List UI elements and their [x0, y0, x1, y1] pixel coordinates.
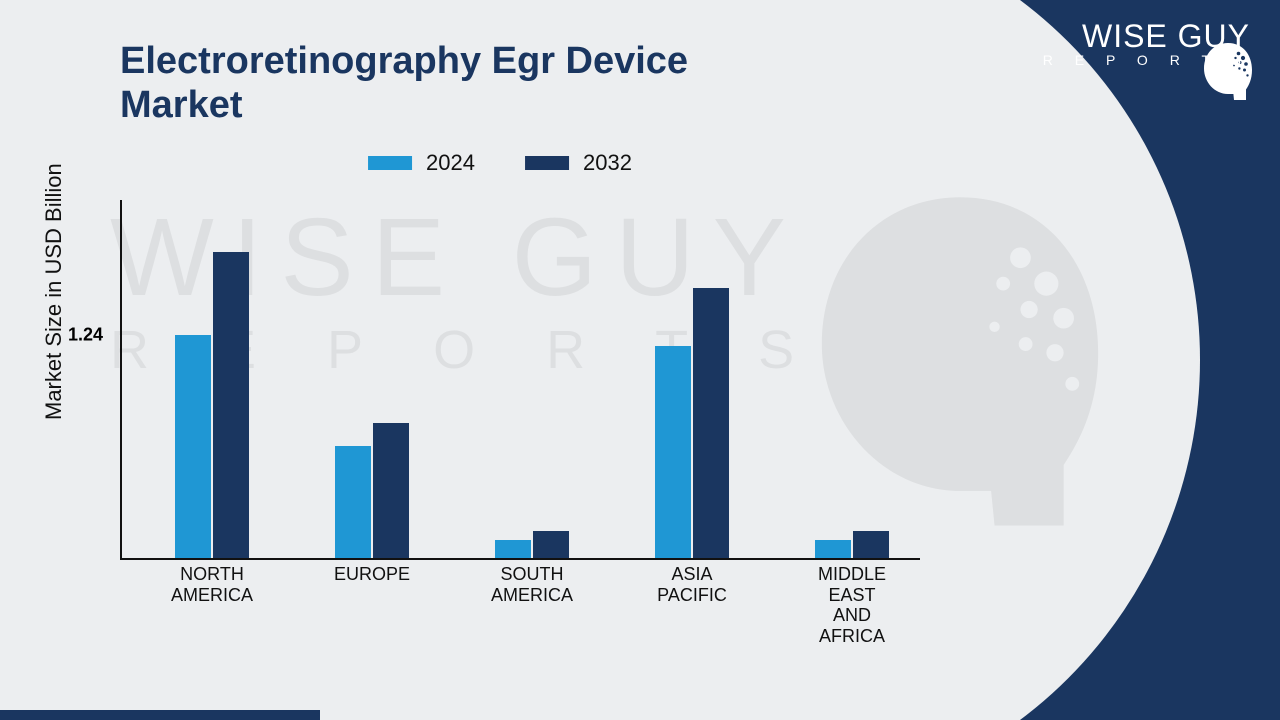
bar	[815, 540, 851, 558]
page-title: Electroretinography Egr Device Market	[120, 40, 740, 127]
bar	[533, 531, 569, 558]
bar-group: EUROPE	[312, 423, 432, 558]
x-tick-label: MIDDLEEASTANDAFRICA	[782, 558, 922, 647]
bar	[335, 446, 371, 558]
bar	[175, 335, 211, 558]
y-tick-label: 1.24	[68, 324, 103, 345]
y-axis-label: Market Size in USD Billion	[41, 163, 67, 420]
bar	[213, 252, 249, 558]
x-tick-label: ASIAPACIFIC	[622, 558, 762, 605]
legend-label: 2032	[583, 150, 632, 176]
legend-label: 2024	[426, 150, 475, 176]
bar	[373, 423, 409, 558]
x-tick-label: NORTHAMERICA	[142, 558, 282, 605]
plot-area: 1.24 NORTHAMERICAEUROPESOUTHAMERICAASIAP…	[120, 200, 920, 560]
x-tick-label: SOUTHAMERICA	[462, 558, 602, 605]
legend-item-2024: 2024	[368, 150, 475, 176]
footer-accent-bar	[0, 710, 320, 720]
chart: Market Size in USD Billion 2024 2032 1.2…	[60, 170, 940, 670]
x-tick-label: EUROPE	[302, 558, 442, 585]
legend-swatch	[368, 156, 412, 170]
legend-swatch	[525, 156, 569, 170]
brand-name: WISE GUY	[1043, 20, 1250, 52]
bar-group: NORTHAMERICA	[152, 252, 272, 558]
bar	[693, 288, 729, 558]
legend-item-2032: 2032	[525, 150, 632, 176]
bar	[853, 531, 889, 558]
bar	[655, 346, 691, 558]
bar-group: MIDDLEEASTANDAFRICA	[792, 531, 912, 558]
bar-group: ASIAPACIFIC	[632, 288, 752, 558]
bar	[495, 540, 531, 558]
brand-logo: WISE GUY R E P O R T S	[1043, 20, 1250, 68]
bar-group: SOUTHAMERICA	[472, 531, 592, 558]
brand-subtitle: R E P O R T S	[1043, 52, 1250, 68]
legend: 2024 2032	[368, 150, 632, 176]
